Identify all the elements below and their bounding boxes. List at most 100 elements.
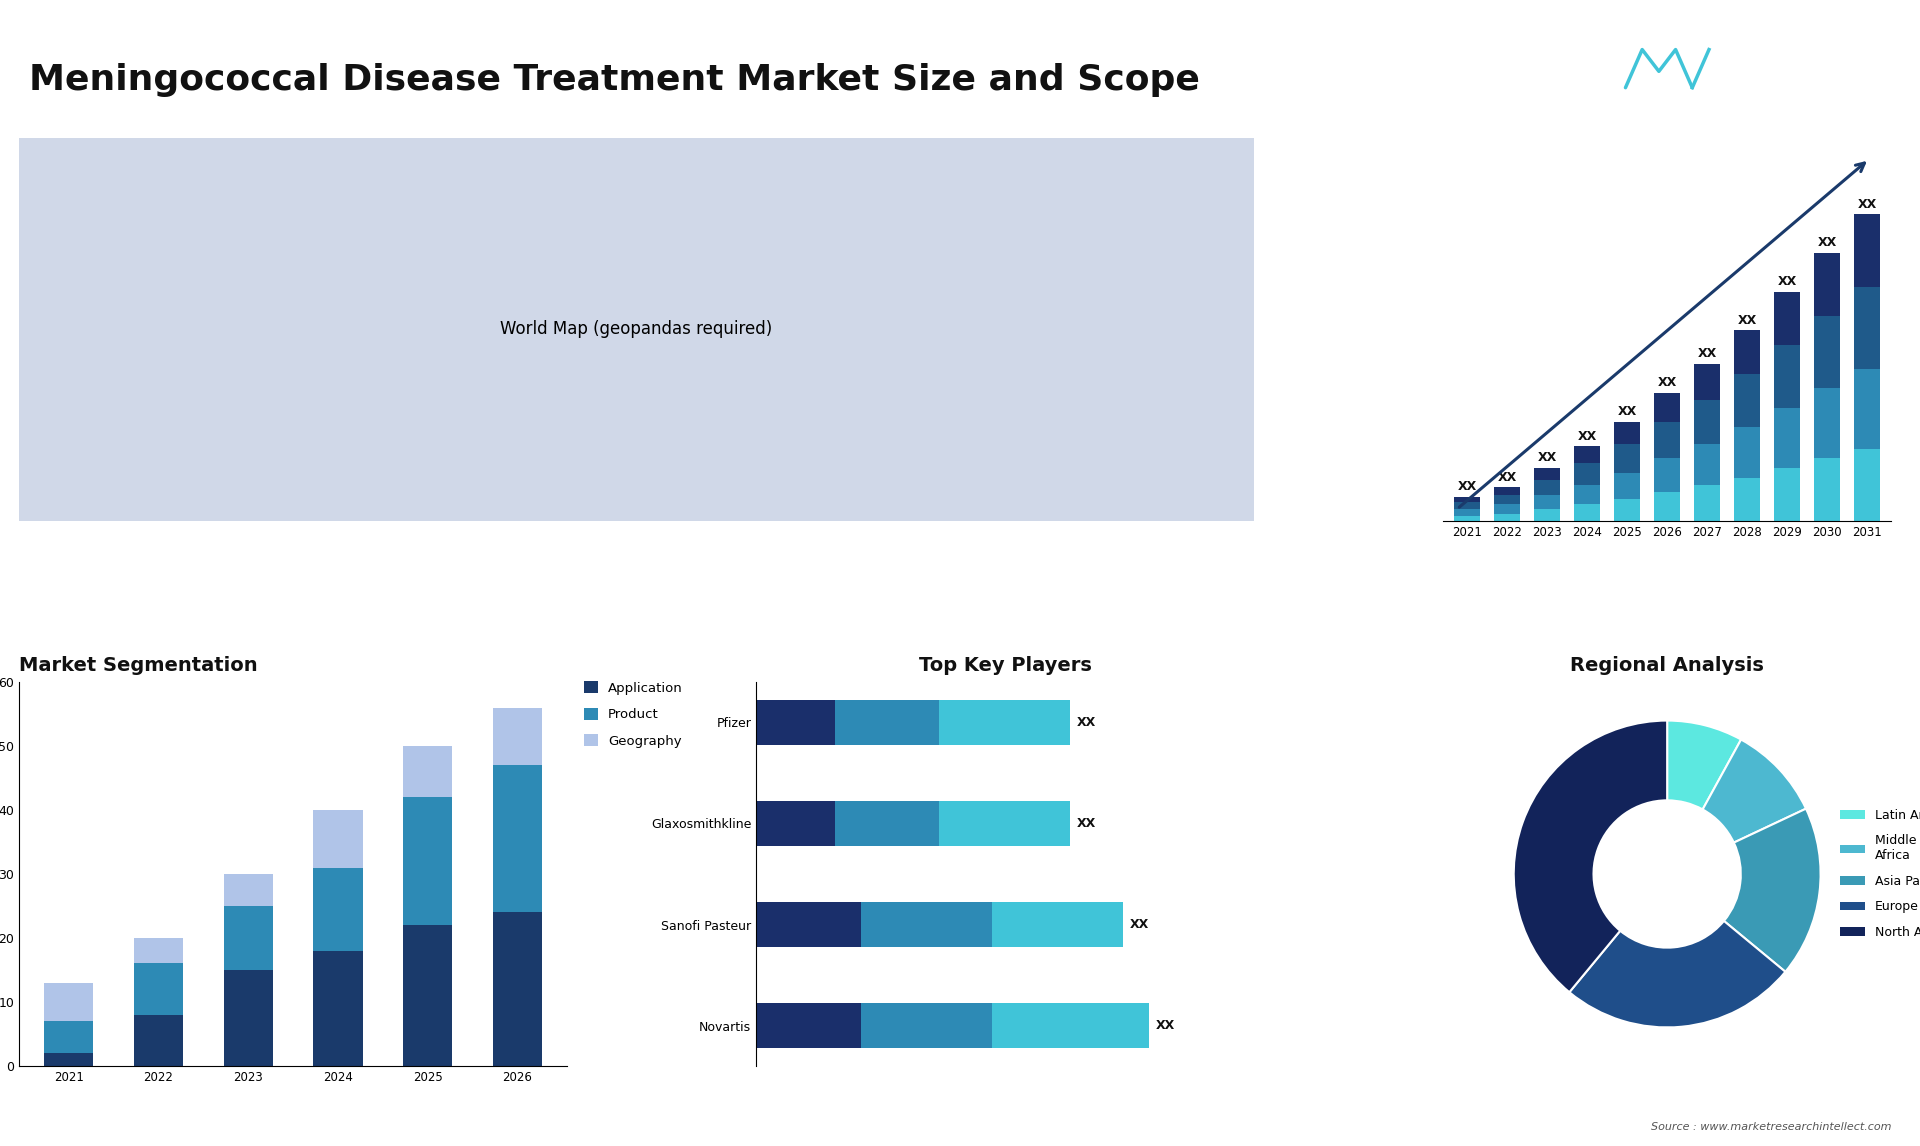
Wedge shape [1513,721,1667,992]
Bar [1534,480,1561,495]
Bar [1494,495,1521,504]
Bar [1494,513,1521,521]
Bar [1734,330,1761,374]
Bar [1734,374,1761,426]
Bar [1615,444,1640,473]
Bar [860,902,993,948]
Bar [1655,393,1680,422]
Bar [1655,422,1680,458]
Bar [403,925,453,1066]
Bar [1774,345,1801,408]
Text: XX: XX [1657,376,1676,390]
Bar [44,1053,94,1066]
Bar [1534,468,1561,480]
Bar [1855,286,1880,369]
Bar [44,982,94,1021]
Text: XX: XX [1818,236,1837,250]
Text: XX: XX [1457,480,1476,493]
Bar [1814,388,1839,458]
Bar [493,766,541,912]
Text: INTELLECT: INTELLECT [1753,77,1814,87]
Text: XX: XX [1738,314,1757,327]
Text: Meningococcal Disease Treatment Market Size and Scope: Meningococcal Disease Treatment Market S… [29,63,1200,97]
Bar [1734,478,1761,521]
Bar [134,937,182,964]
Text: XX: XX [1077,817,1096,830]
Bar [1774,408,1801,468]
Text: XX: XX [1156,1019,1175,1033]
Bar [939,801,1071,846]
Text: World Map (geopandas required): World Map (geopandas required) [501,321,772,338]
Bar [1655,458,1680,492]
Bar [1615,500,1640,521]
Bar [1534,495,1561,509]
Bar [756,902,860,948]
Bar [134,964,182,1014]
Wedge shape [1703,739,1807,842]
Bar [44,1021,94,1053]
Text: XX: XX [1077,716,1096,729]
Text: XX: XX [1538,452,1557,464]
Text: XX: XX [1498,471,1517,484]
Bar [756,1003,860,1049]
Bar [1814,315,1839,388]
Bar [1855,369,1880,448]
Text: XX: XX [1857,197,1878,211]
Bar [1453,502,1480,509]
Bar [1615,473,1640,500]
Bar [493,708,541,766]
Wedge shape [1724,809,1820,972]
Bar [1615,422,1640,444]
Bar [835,700,939,745]
Bar [1693,364,1720,400]
Bar [1453,509,1480,516]
Bar [313,810,363,868]
Text: Source : www.marketresearchintellect.com: Source : www.marketresearchintellect.com [1651,1122,1891,1132]
Text: XX: XX [1578,430,1597,442]
Text: XX: XX [1778,275,1797,288]
Bar [313,868,363,951]
Legend: Application, Product, Geography: Application, Product, Geography [584,681,684,748]
Bar [1693,444,1720,485]
Wedge shape [1667,721,1741,809]
Text: MARKET: MARKET [1761,33,1809,44]
Bar [313,951,363,1066]
Bar [939,700,1071,745]
Bar [1494,487,1521,495]
Wedge shape [1569,921,1786,1028]
Bar [1814,458,1839,521]
Circle shape [1594,800,1741,948]
Bar [756,700,835,745]
Bar [1734,426,1761,478]
Bar [1534,509,1561,521]
Bar [1574,504,1599,521]
Bar [1774,468,1801,521]
Bar [223,906,273,970]
Bar [403,798,453,925]
Legend: Latin America, Middle East &
Africa, Asia Pacific, Europe, North America: Latin America, Middle East & Africa, Asi… [1834,804,1920,944]
Text: XX: XX [1697,347,1716,361]
Bar [1453,516,1480,521]
Title: Regional Analysis: Regional Analysis [1571,657,1764,675]
Bar [835,801,939,846]
Bar [1453,497,1480,502]
Text: Market Segmentation: Market Segmentation [19,657,257,675]
Bar [1774,291,1801,345]
Text: XX: XX [1617,406,1636,418]
Bar [1814,253,1839,315]
Bar [756,801,835,846]
Bar [860,1003,993,1049]
Text: XX: XX [1129,918,1148,931]
Bar [1693,400,1720,444]
Bar [403,746,453,798]
Bar [1855,448,1880,521]
Bar [1655,492,1680,521]
Bar [1855,214,1880,286]
Bar [134,1014,182,1066]
Bar [493,912,541,1066]
Bar [1574,463,1599,485]
Bar [993,1003,1148,1049]
Bar [223,874,273,906]
Bar [1494,504,1521,513]
Bar [993,902,1123,948]
